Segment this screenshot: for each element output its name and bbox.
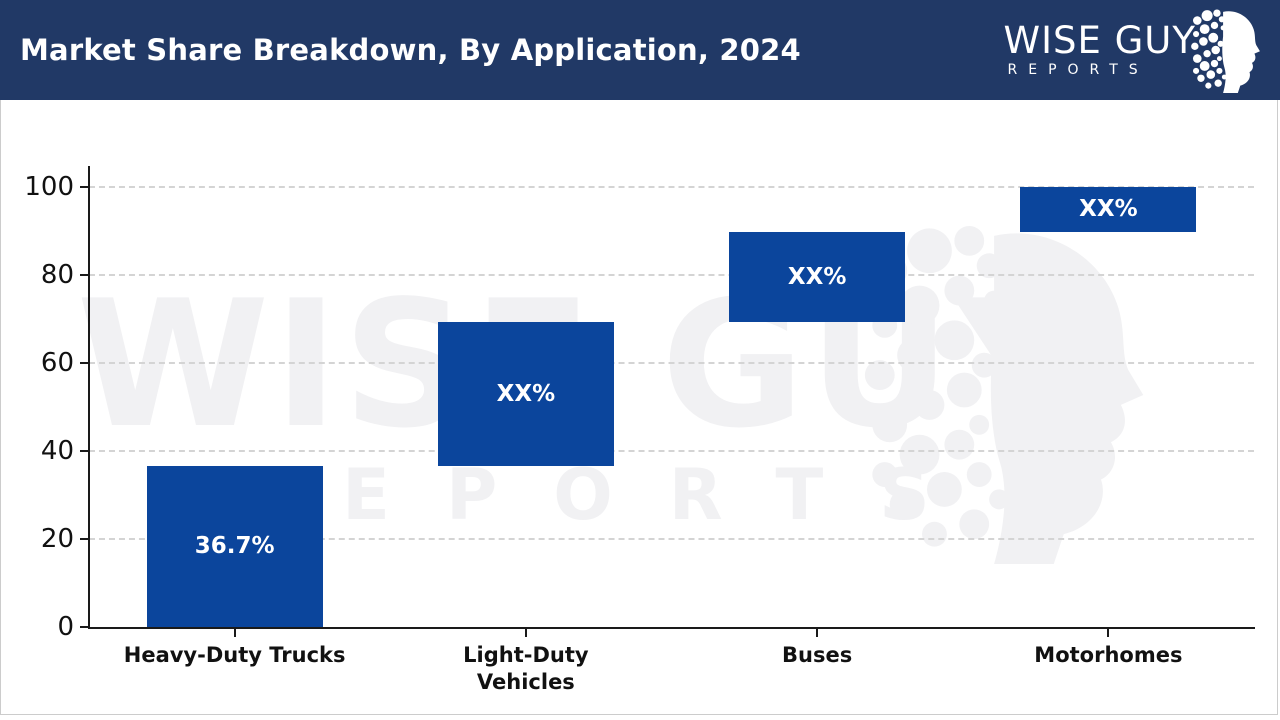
x-category-label: Buses xyxy=(782,643,853,667)
x-tick-mark xyxy=(816,629,819,637)
chart-title: Market Share Breakdown, By Application, … xyxy=(20,33,801,67)
gridline xyxy=(89,186,1254,188)
gridline xyxy=(89,274,1254,276)
bar-buses: XX% xyxy=(729,231,906,322)
y-tick-label: 40 xyxy=(40,436,74,466)
chart-card: WISE GUY REPORTS 02040608010036.7%XX%XX%… xyxy=(0,100,1278,715)
bar-value-label: XX% xyxy=(1079,196,1138,223)
gridline xyxy=(89,538,1254,540)
x-tick-mark xyxy=(233,629,236,637)
x-category-label: Light-Duty Vehicles xyxy=(463,643,589,694)
y-tick-mark xyxy=(80,274,88,276)
y-tick-mark xyxy=(80,626,88,628)
bar-heavy-duty-trucks: 36.7% xyxy=(146,465,323,627)
logo-wordmark: WISE GUY REPORTS xyxy=(1003,19,1196,79)
x-tick-mark xyxy=(524,629,527,637)
y-tick-label: 0 xyxy=(57,612,74,642)
x-axis-line xyxy=(88,627,1255,629)
logo-head-icon xyxy=(1190,7,1266,93)
x-category-label: Motorhomes xyxy=(1034,643,1183,667)
bar-motorhomes: XX% xyxy=(1020,187,1197,232)
y-tick-mark xyxy=(80,362,88,364)
y-tick-label: 100 xyxy=(24,172,74,202)
gridline xyxy=(89,362,1254,364)
gridline xyxy=(89,450,1254,452)
y-tick-mark xyxy=(80,450,88,452)
x-category-label: Heavy-Duty Trucks xyxy=(123,643,346,667)
y-tick-label: 80 xyxy=(40,260,74,290)
logo-wordmark-line1: WISE GUY xyxy=(1003,19,1196,62)
y-tick-label: 60 xyxy=(40,348,74,378)
bar-light-duty-vehicles: XX% xyxy=(437,321,614,466)
y-tick-mark xyxy=(80,186,88,188)
y-axis-line xyxy=(88,166,90,628)
bar-value-label: XX% xyxy=(787,263,847,290)
plot-area: 0 20 40 60 80 100 36.7% XX% XX% XX% Heavy-Duty Tru… xyxy=(1,100,1277,714)
logo-wordmark-line2: REPORTS xyxy=(1007,62,1149,78)
x-tick-mark xyxy=(1107,629,1110,637)
bar-value-label: 36.7% xyxy=(194,533,275,560)
wiseguy-logo: WISE GUY REPORTS xyxy=(1004,7,1266,93)
y-tick-mark xyxy=(80,538,88,540)
header-band: Market Share Breakdown, By Application, … xyxy=(0,0,1280,100)
bar-value-label: XX% xyxy=(496,380,556,407)
y-tick-label: 20 xyxy=(40,524,74,554)
